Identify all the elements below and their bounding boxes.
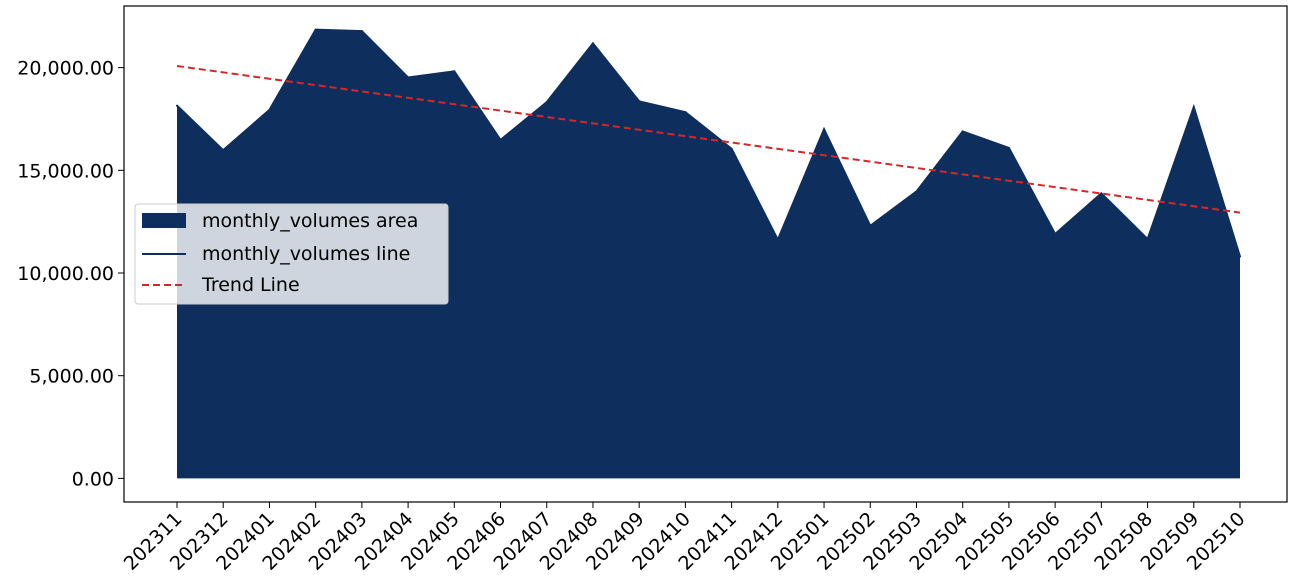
plot-frame [123,5,1288,503]
legend-label-trend: Trend Line [201,274,300,296]
data-point [222,149,225,152]
x-axis: 2023112023122024012024022024032024042024… [120,502,1250,575]
legend: monthly_volumes area monthly_volumes lin… [134,203,449,305]
legend-label-area: monthly_volumes area [202,210,418,232]
data-point [268,108,271,111]
data-point [545,101,548,104]
y-tick-label: 10,000.00 [17,263,114,285]
y-tick-label: 15,000.00 [17,160,114,182]
data-point [591,42,594,45]
data-point [499,138,502,141]
data-point [1192,106,1195,109]
data-point [314,28,317,31]
y-tick-label: 0.00 [72,468,114,490]
data-point [869,224,872,227]
y-tick-label: 5,000.00 [29,366,114,388]
data-point [1054,232,1057,235]
y-axis: 0.00 5,000.00 10,000.00 15,000.00 20,000.00 [17,58,124,490]
legend-area-swatch [142,213,186,228]
data-point [638,100,641,103]
series-area [177,29,1240,479]
trend-layer [176,64,1241,214]
legend-label-line: monthly_volumes line [202,243,410,265]
data-point [915,190,918,193]
data-point [453,70,456,73]
data-point [1007,146,1010,149]
data-point [176,104,178,107]
data-point [1239,255,1241,258]
data-point [961,130,964,133]
trend-line [176,64,1241,214]
data-point [823,128,826,131]
data-point [776,238,779,241]
series-line [176,28,1241,257]
legend-box [134,203,449,305]
data-point [684,111,687,114]
area-layer [176,28,1241,479]
y-tick-label: 20,000.00 [17,58,114,80]
data-point [1100,192,1103,195]
data-point [730,147,733,150]
data-point [1146,238,1149,241]
data-point [407,76,410,79]
data-point [360,30,363,33]
